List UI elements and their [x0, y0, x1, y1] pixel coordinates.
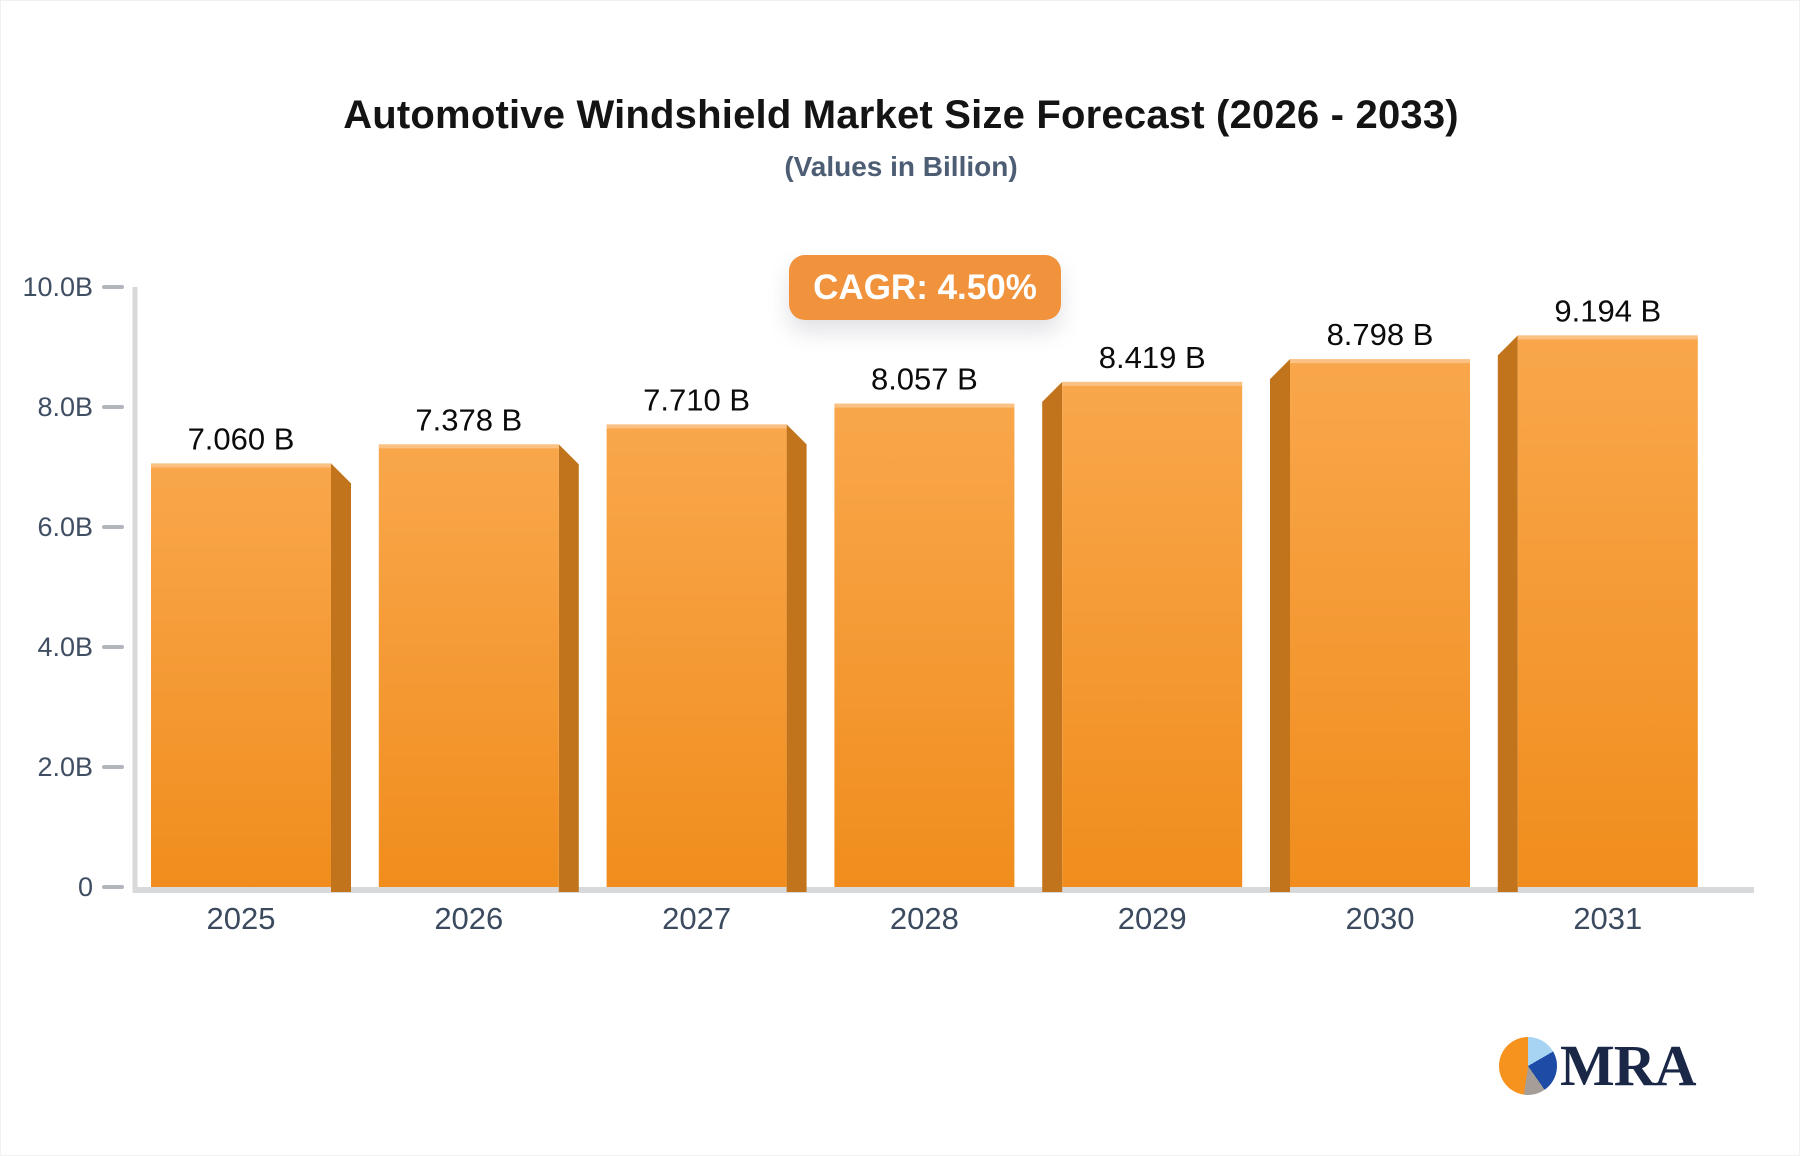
- pie-chart-logo-icon: [1499, 1037, 1557, 1095]
- category-label-2030: 2030: [1346, 901, 1415, 936]
- y-tick-label-8.0B: 8.0B: [37, 392, 93, 422]
- y-axis-line: [132, 287, 138, 893]
- company-logo: MRA: [1499, 1033, 1697, 1098]
- category-label-2031: 2031: [1573, 901, 1642, 936]
- bar-front-face: [834, 403, 1015, 887]
- category-label-2028: 2028: [890, 901, 959, 936]
- y-tick-label-4.0B: 4.0B: [37, 632, 93, 662]
- bar-2030: [1270, 359, 1470, 892]
- bar-2026: [378, 444, 579, 892]
- bar-top-highlight: [1517, 335, 1698, 340]
- category-label-2026: 2026: [434, 901, 503, 936]
- logo-text: MRA: [1560, 1033, 1697, 1098]
- bar-side-face: [1042, 381, 1063, 892]
- bar-front-face: [1062, 381, 1243, 887]
- chart-subtitle: (Values in Billion): [784, 151, 1018, 182]
- bar-front-face: [606, 424, 787, 887]
- bar-front-face: [1517, 335, 1698, 887]
- bar-2029: [1042, 381, 1243, 892]
- bar-top-highlight: [606, 424, 787, 429]
- bars-layer: [151, 335, 1698, 892]
- bar-side-face: [558, 444, 579, 892]
- value-label-2025: 7.060 B: [188, 421, 295, 456]
- bar-front-face: [1290, 359, 1470, 887]
- category-label-2025: 2025: [207, 901, 276, 936]
- value-label-2027: 7.710 B: [643, 382, 750, 417]
- labels-layer: 7.060 B 2025 7.378 B 2026 7.710 B 2027 8.057 B…: [188, 293, 1662, 936]
- bar-top-highlight: [1290, 359, 1470, 364]
- value-label-2031: 9.194 B: [1554, 293, 1661, 328]
- bar-side-face: [786, 424, 807, 892]
- value-label-2029: 8.419 B: [1099, 340, 1206, 375]
- value-label-2030: 8.798 B: [1327, 317, 1434, 352]
- value-label-2026: 7.378 B: [415, 402, 522, 437]
- bar-top-highlight: [378, 444, 559, 449]
- category-label-2027: 2027: [662, 901, 731, 936]
- bar-front-face: [151, 463, 331, 887]
- bar-top-highlight: [151, 463, 331, 468]
- x-axis-baseline: [132, 887, 1754, 893]
- bar-2028: [834, 403, 1015, 887]
- value-label-2028: 8.057 B: [871, 362, 978, 397]
- cagr-badge: CAGR: 4.50%: [789, 255, 1061, 320]
- bar-front-face: [378, 444, 559, 887]
- y-tick-label-6.0B: 6.0B: [37, 512, 93, 542]
- bar-side-face: [1497, 335, 1518, 892]
- y-tick-label-0: 0: [78, 872, 93, 902]
- bar-side-face: [1270, 359, 1290, 892]
- bar-2031: [1497, 335, 1698, 892]
- y-tick-label-10.0B: 10.0B: [22, 272, 93, 302]
- axis-layer: 0 2.0B 4.0B 6.0B 8.0B 10.0B: [22, 272, 1754, 902]
- bar-top-highlight: [834, 403, 1015, 408]
- y-tick-label-2.0B: 2.0B: [37, 752, 93, 782]
- chart-title: Automotive Windshield Market Size Foreca…: [343, 93, 1459, 137]
- category-label-2029: 2029: [1118, 901, 1187, 936]
- bar-side-face: [331, 463, 351, 892]
- bar-2025: [151, 463, 351, 892]
- bar-2027: [606, 424, 807, 892]
- bar-top-highlight: [1062, 381, 1243, 386]
